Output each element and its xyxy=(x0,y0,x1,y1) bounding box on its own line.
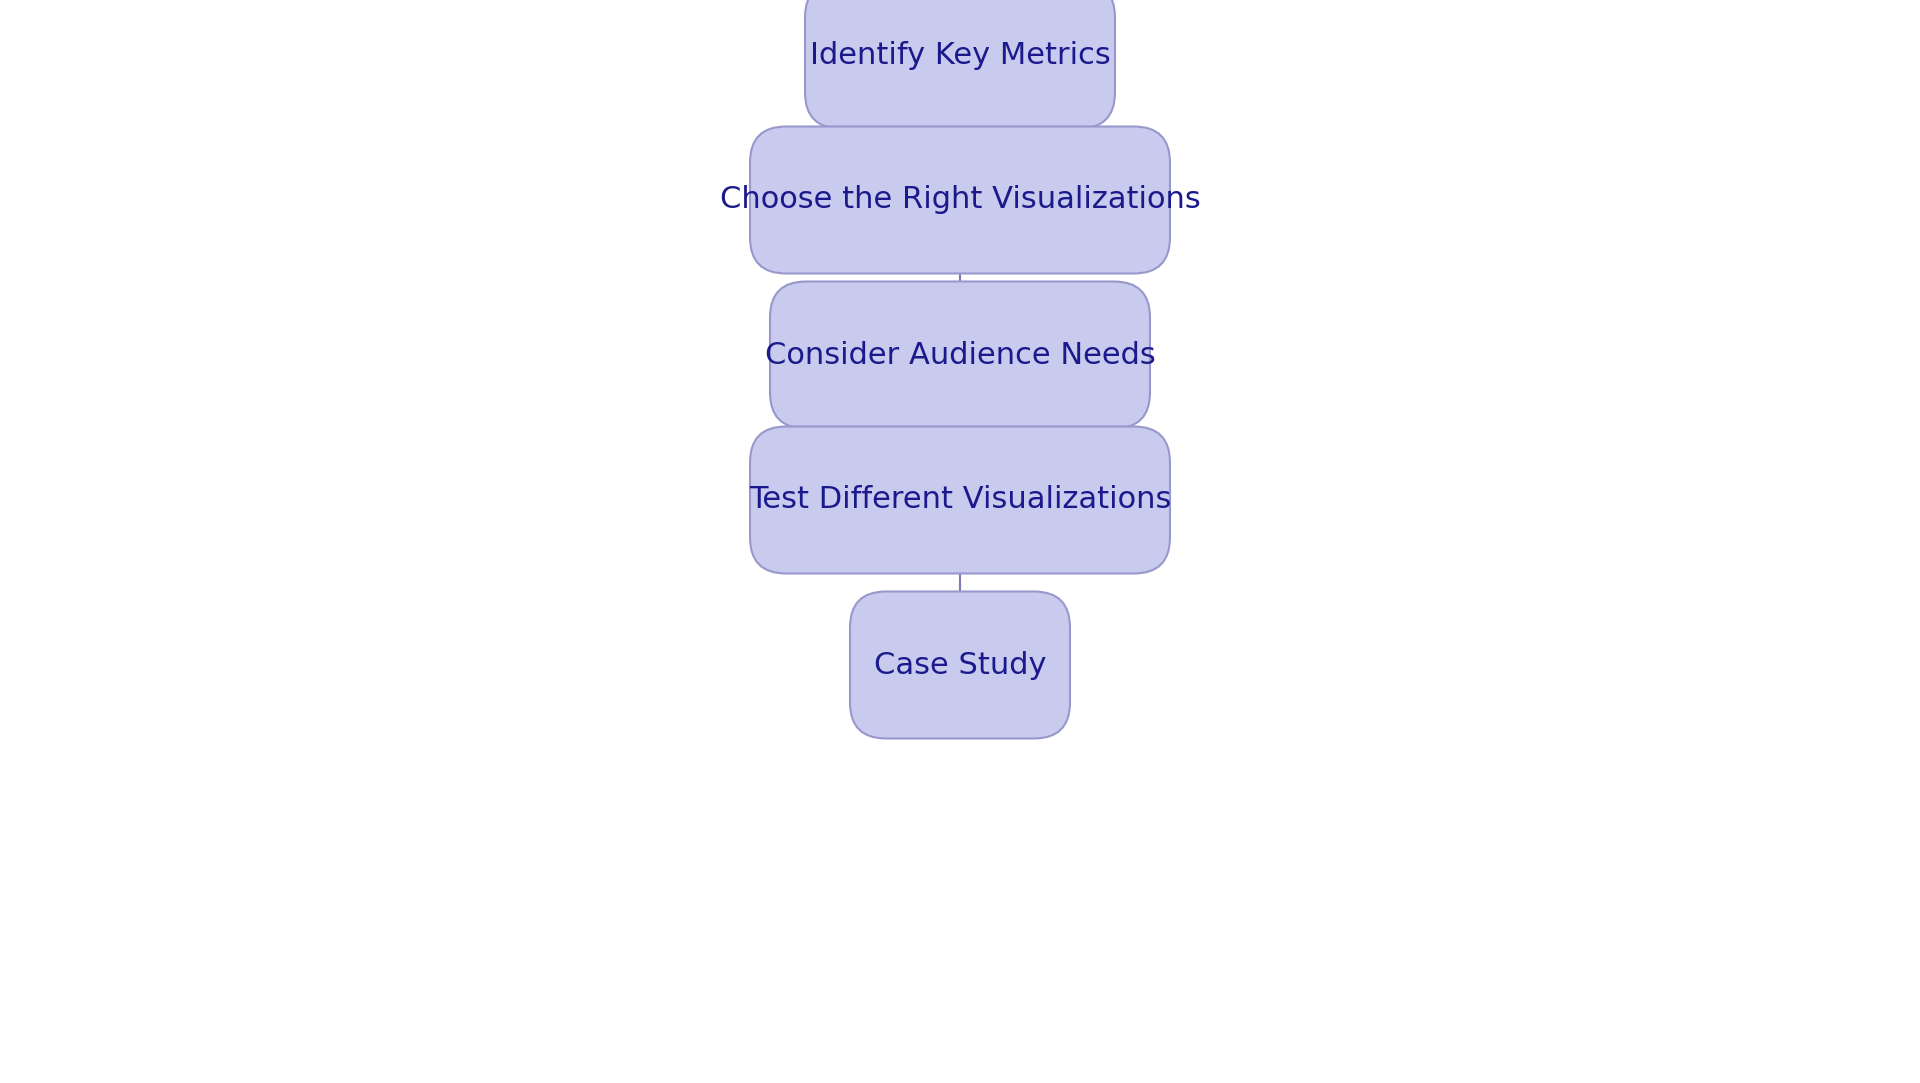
Text: Consider Audience Needs: Consider Audience Needs xyxy=(764,340,1156,369)
FancyBboxPatch shape xyxy=(804,0,1116,129)
Text: Choose the Right Visualizations: Choose the Right Visualizations xyxy=(720,185,1200,214)
Text: Case Study: Case Study xyxy=(874,651,1046,679)
FancyBboxPatch shape xyxy=(751,427,1169,574)
FancyBboxPatch shape xyxy=(851,591,1069,739)
FancyBboxPatch shape xyxy=(770,282,1150,429)
Text: Test Different Visualizations: Test Different Visualizations xyxy=(749,485,1171,514)
FancyBboxPatch shape xyxy=(751,127,1169,274)
Text: Identify Key Metrics: Identify Key Metrics xyxy=(810,40,1110,69)
